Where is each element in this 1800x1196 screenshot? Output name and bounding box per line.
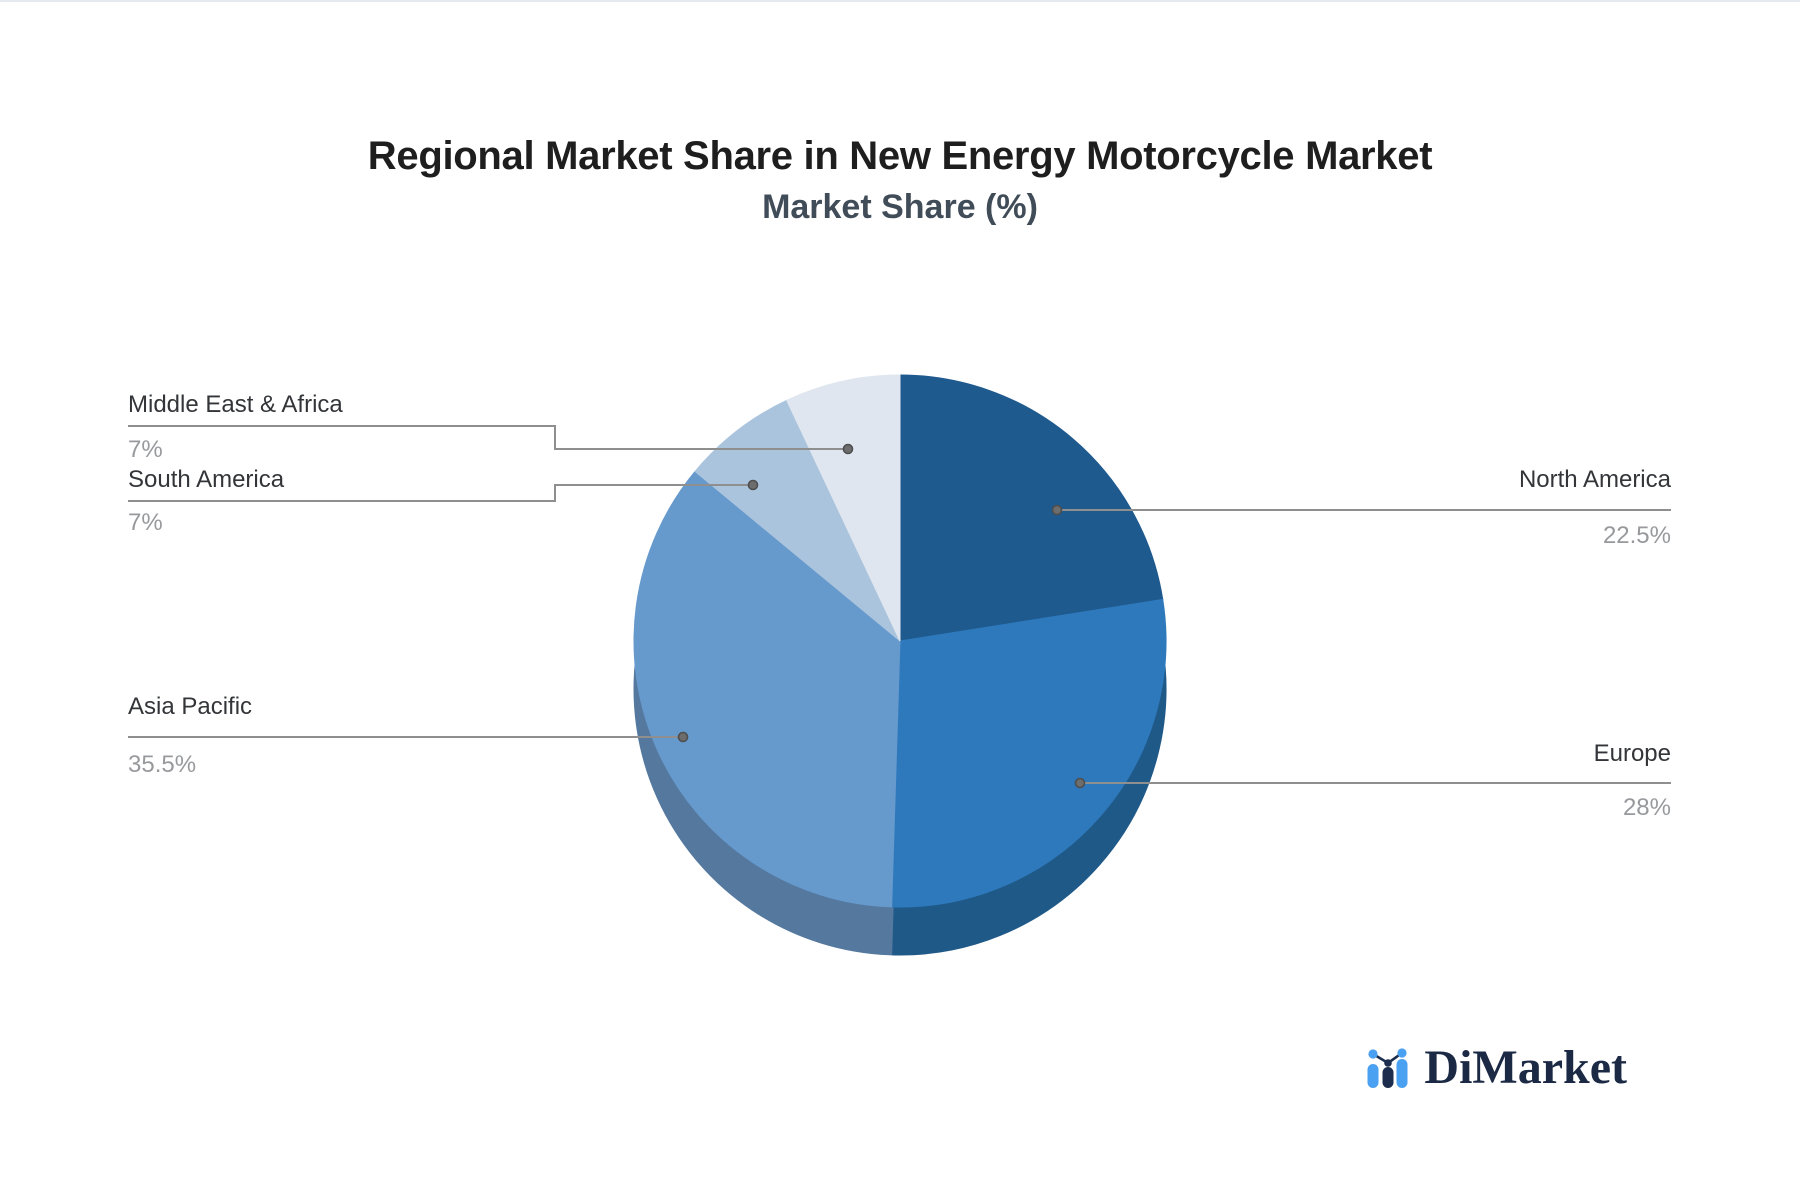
bar-line-chart-icon bbox=[1367, 1048, 1408, 1088]
slice-label-middle-east-africa: Middle East & Africa bbox=[128, 391, 343, 418]
callout-pct-middle-east-africa: 7% bbox=[128, 437, 163, 466]
leader-dot-south-america bbox=[747, 479, 759, 491]
chart-title: Regional Market Share in New Energy Moto… bbox=[367, 134, 1433, 178]
callout-europe: Europe bbox=[1594, 741, 1671, 770]
slice-label-asia-pacific: Asia Pacific bbox=[128, 693, 253, 720]
slice-percent-asia-pacific: 35.5% bbox=[128, 751, 197, 778]
callout-pct-europe: 28% bbox=[1623, 795, 1671, 824]
pie-slice-europe[interactable] bbox=[891, 598, 1167, 908]
callout-middle-east-africa: Middle East & Africa bbox=[128, 392, 343, 421]
leader-line-middle-east-africa bbox=[128, 425, 848, 450]
slice-percent-europe: 28% bbox=[1622, 794, 1671, 821]
leader-dot-middle-east-africa bbox=[842, 443, 854, 455]
slice-label-south-america: South America bbox=[128, 466, 285, 493]
leader-dot-north-america bbox=[1051, 504, 1063, 516]
callout-pct-north-america: 22.5% bbox=[1603, 523, 1671, 552]
callout-pct-asia-pacific: 35.5% bbox=[128, 752, 196, 781]
pie-slice-asia-pacific[interactable] bbox=[633, 470, 901, 908]
callout-north-america: North America bbox=[1519, 467, 1671, 496]
slice-percent-middle-east-africa: 7% bbox=[128, 436, 163, 463]
brand-name: DiMarket bbox=[1424, 1041, 1627, 1094]
pie-slice-south-america[interactable] bbox=[694, 399, 901, 642]
slice-label-europe: Europe bbox=[1593, 740, 1671, 767]
chart-subtitle: Market Share (%) bbox=[762, 188, 1038, 226]
brand-logo: DiMarket bbox=[1365, 1044, 1627, 1092]
slice-percent-north-america: 22.5% bbox=[1602, 522, 1671, 549]
slice-label-north-america: North America bbox=[1518, 466, 1671, 493]
leader-dot-europe bbox=[1074, 777, 1086, 789]
slice-percent-south-america: 7% bbox=[128, 509, 163, 536]
leader-line-south-america bbox=[128, 484, 753, 502]
pie-slice-middle-east-africa[interactable] bbox=[786, 374, 901, 642]
leader-dot-asia-pacific bbox=[677, 731, 689, 743]
pie-slice-north-america[interactable] bbox=[899, 374, 1164, 642]
callout-asia-pacific: Asia Pacific bbox=[128, 694, 252, 723]
callout-pct-south-america: 7% bbox=[128, 510, 163, 539]
callout-south-america: South America bbox=[128, 467, 284, 496]
